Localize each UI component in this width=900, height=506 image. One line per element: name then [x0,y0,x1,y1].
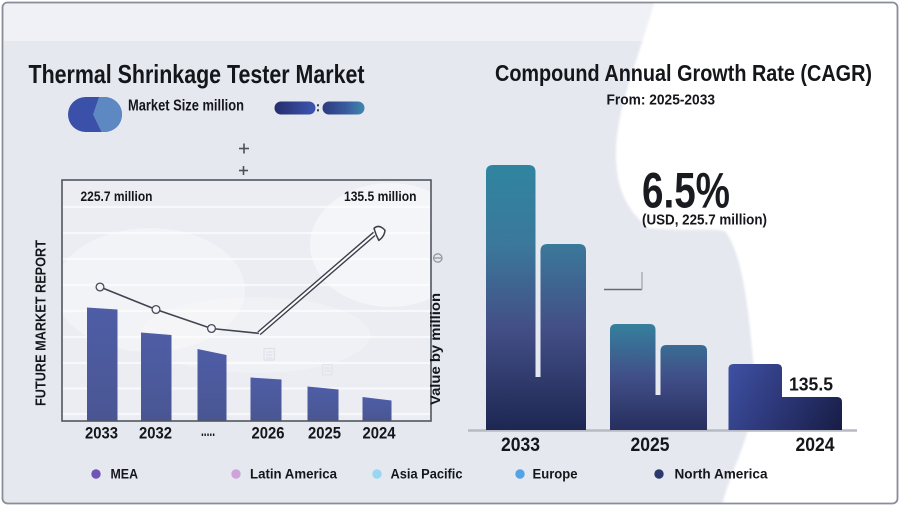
svg-text:Thermal Shrinkage Tester Marke: Thermal Shrinkage Tester Market [29,59,365,89]
svg-text:2025: 2025 [631,435,670,456]
svg-text:Market Size million: Market Size million [128,98,244,115]
svg-text:135.5 million: 135.5 million [344,189,417,204]
svg-text:Europe: Europe [533,467,578,482]
svg-text:2025: 2025 [308,425,341,443]
svg-text:2026: 2026 [252,425,285,443]
svg-text:Value by million: Value by million [428,293,443,405]
svg-text:2024: 2024 [796,435,835,456]
svg-text:135.5: 135.5 [789,374,833,395]
svg-text:Compound Annual Growth Rate (C: Compound Annual Growth Rate (CAGR) [495,60,872,86]
svg-text:225.7 million: 225.7 million [81,189,153,204]
svg-text:MEA: MEA [111,467,139,482]
svg-text:North America: North America [675,467,768,482]
svg-text:.....: ..... [201,422,215,440]
svg-text:2033: 2033 [501,435,540,456]
svg-text:2024: 2024 [363,425,397,443]
svg-text:Asia Pacific: Asia Pacific [391,467,463,482]
svg-text:2033: 2033 [85,425,118,443]
svg-text:Latin America: Latin America [250,467,337,482]
svg-text:From: 2025-2033: From: 2025-2033 [607,93,716,109]
svg-text:(USD, 225.7 million): (USD, 225.7 million) [642,213,767,229]
svg-text:FUTURE MARKET REPORT: FUTURE MARKET REPORT [33,240,50,406]
svg-text:2032: 2032 [139,425,172,443]
svg-text:6.5%: 6.5% [642,163,730,219]
